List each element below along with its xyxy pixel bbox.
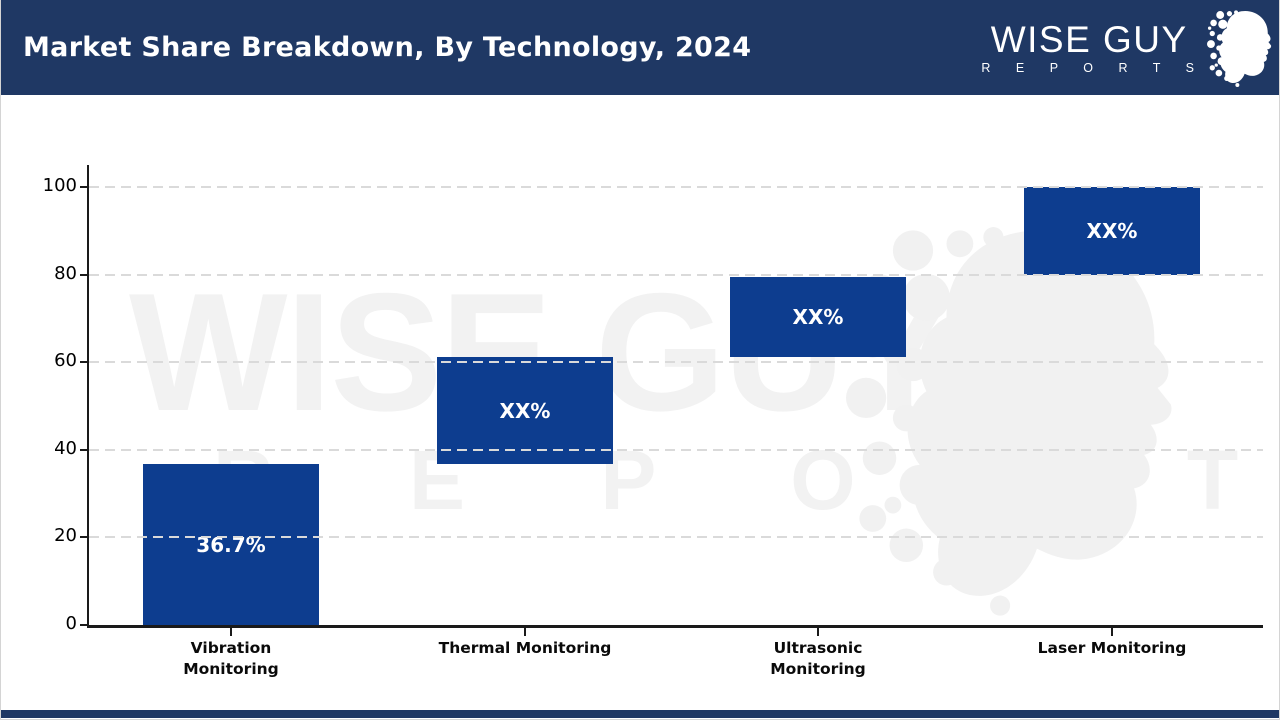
logo-face-icon [1207,10,1272,87]
x-axis-label: Laser Monitoring [1037,639,1187,657]
x-tick [817,628,819,636]
x-axis-label: Thermal Monitoring [438,639,612,657]
y-axis-label: 20 [54,525,77,547]
y-axis-label: 60 [54,350,77,372]
y-tick [80,273,89,276]
y-axis-label: 100 [42,175,77,196]
y-axis-label: 40 [54,437,77,459]
x-tick [230,628,232,636]
bar-value-label: XX% [1086,218,1138,243]
y-tick [80,186,89,188]
y-tick [80,624,89,626]
y-tick [80,361,89,364]
y-tick [80,536,89,539]
footer-bar [1,710,1279,718]
bar: 36.7% [143,464,319,625]
bar-value-label: XX% [792,304,844,329]
y-axis-label: 80 [54,262,77,284]
gridline [89,448,1263,451]
y-axis-line [87,165,89,628]
bar: XX% [1024,187,1200,275]
gridline [89,536,1263,539]
x-axis-label: Ultrasonic Monitoring [770,639,866,678]
logo-text: WISE GUY R E P O R T S [973,18,1205,76]
header-bar: Market Share Breakdown, By Technology, 2… [1,0,1279,95]
y-tick [80,448,89,451]
bar: XX% [730,276,906,357]
logo-wordmark: WISE GUY [990,18,1188,60]
gridline [89,273,1263,276]
x-tick [1111,628,1113,636]
x-tick [524,628,526,636]
gridline [89,186,1263,188]
x-axis-label: Vibration Monitoring [183,639,279,678]
brand-logo: WISE GUY R E P O R T S [973,4,1273,92]
page-title: Market Share Breakdown, By Technology, 2… [23,32,752,63]
bar-value-label: XX% [499,398,551,423]
gridline [89,361,1263,364]
bar: XX% [437,356,613,465]
y-axis-label: 0 [65,613,77,634]
logo-subtext: R E P O R T S [981,61,1205,76]
x-axis-line [87,625,1263,628]
